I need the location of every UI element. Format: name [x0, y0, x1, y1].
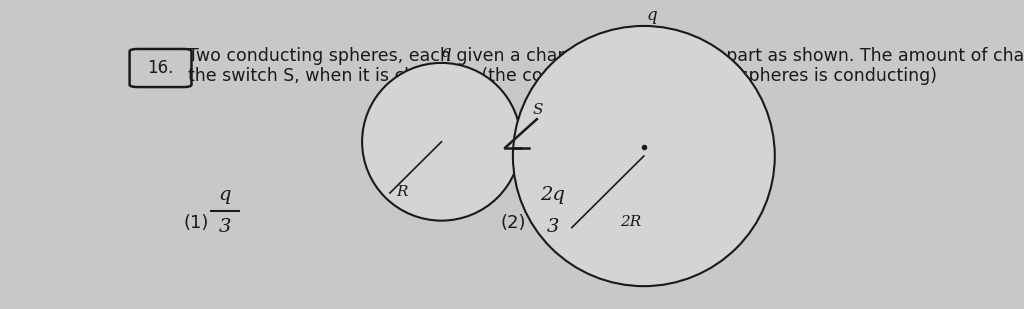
Text: 2q: 2q: [540, 186, 565, 204]
Text: q: q: [646, 6, 657, 23]
Text: q: q: [440, 44, 451, 61]
Ellipse shape: [513, 26, 775, 286]
Ellipse shape: [362, 63, 521, 221]
Text: (1): (1): [183, 214, 209, 232]
Text: 3: 3: [547, 218, 559, 236]
Text: q: q: [218, 186, 231, 204]
Text: 16.: 16.: [147, 58, 174, 77]
Text: (2): (2): [501, 214, 526, 232]
Text: 2R: 2R: [621, 214, 641, 229]
Text: R: R: [396, 185, 408, 199]
Text: 3: 3: [219, 218, 231, 236]
Text: S: S: [532, 103, 544, 117]
Text: Two conducting spheres, each given a charge q are kept far apart as shown. The a: Two conducting spheres, each given a cha…: [187, 47, 1024, 85]
